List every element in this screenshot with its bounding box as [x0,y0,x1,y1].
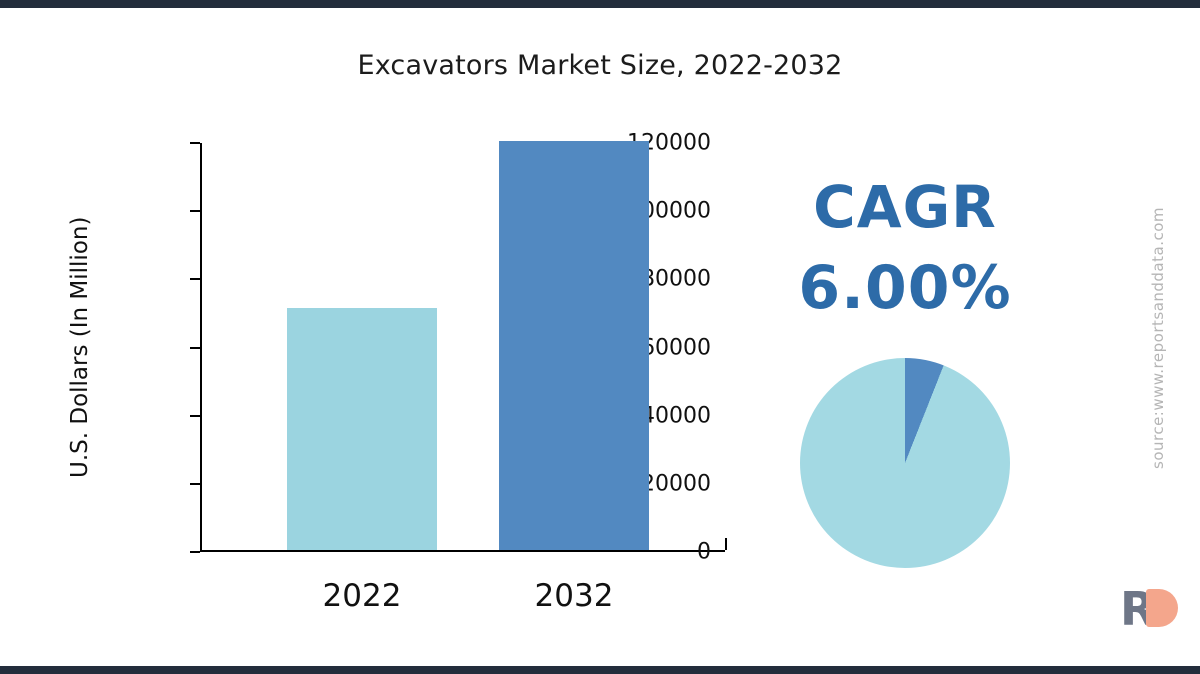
source-note: source:www.reportsanddata.com [1149,207,1167,469]
y-tick-label: 0 [697,539,711,565]
x-tick-label-2032: 2032 [534,578,614,614]
y-tick-mark [190,210,200,213]
top-frame-bar [0,0,1200,8]
cagr-label: CAGR [813,173,997,241]
y-tick-label: 60000 [641,335,711,360]
x-tick-label-2022: 2022 [322,578,402,614]
y-tick-mark [190,551,200,553]
y-tick-mark [190,278,200,281]
y-tick-mark [190,414,200,417]
cagr-value: 6.00% [798,253,1012,323]
cagr-block: CAGR 6.00% [775,178,1035,318]
x-axis-end-tick [725,538,727,550]
bar-2022 [287,308,437,550]
reportsanddata-logo: R [1120,586,1179,632]
cagr-pie-chart [800,358,1010,568]
y-axis-title: U.S. Dollars (In Million) [67,216,93,479]
bar-2032 [499,141,649,550]
y-tick-label: 40000 [641,403,711,429]
chart-title: Excavators Market Size, 2022-2032 [357,50,843,81]
plot-area: 0 20000 40000 60000 80000 100000 120000 2022 203… [190,131,727,614]
y-tick-label: 20000 [641,471,711,497]
y-tick-mark [190,346,200,349]
y-tick-label: 80000 [641,266,711,292]
logo-d-shape [1146,588,1179,627]
bottom-frame-bar [0,666,1200,674]
y-tick-mark [190,482,200,485]
y-tick-mark [190,142,200,144]
